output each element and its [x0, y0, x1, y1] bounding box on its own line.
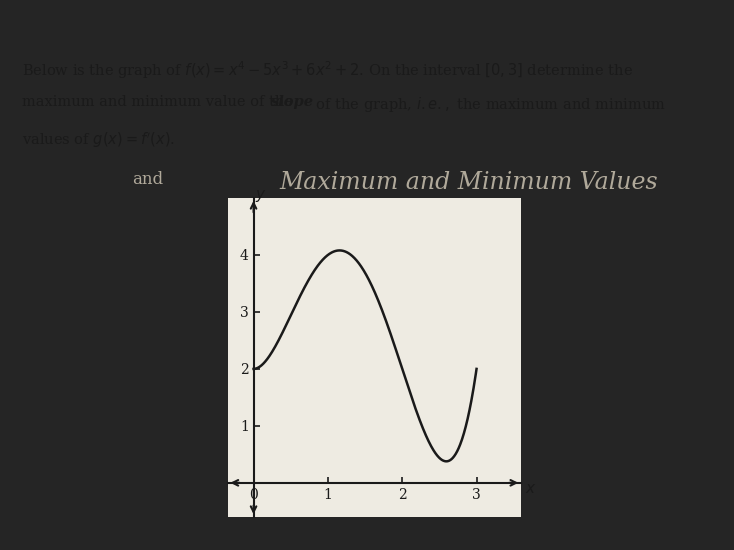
Text: $y$: $y$	[255, 188, 266, 204]
Text: values of $g(x) = f'(x)$.: values of $g(x) = f'(x)$.	[22, 130, 175, 150]
Text: Below is the graph of $f(x) = x^4 - 5x^3 + 6x^2 + 2$. On the interval $[0, 3]$ d: Below is the graph of $f(x) = x^4 - 5x^3…	[22, 59, 633, 81]
Text: and: and	[132, 172, 163, 189]
Text: points exactly.: points exactly.	[294, 243, 399, 257]
Text: maximum and minimum value of the: maximum and minimum value of the	[22, 95, 298, 109]
Text: $x$: $x$	[525, 481, 537, 496]
Text: Maximum and Minimum Values: Maximum and Minimum Values	[279, 172, 658, 195]
Text: slope: slope	[270, 95, 313, 109]
Text: of the graph, $i.e.,$ the maximum and minimum: of the graph, $i.e.,$ the maximum and mi…	[311, 95, 666, 114]
